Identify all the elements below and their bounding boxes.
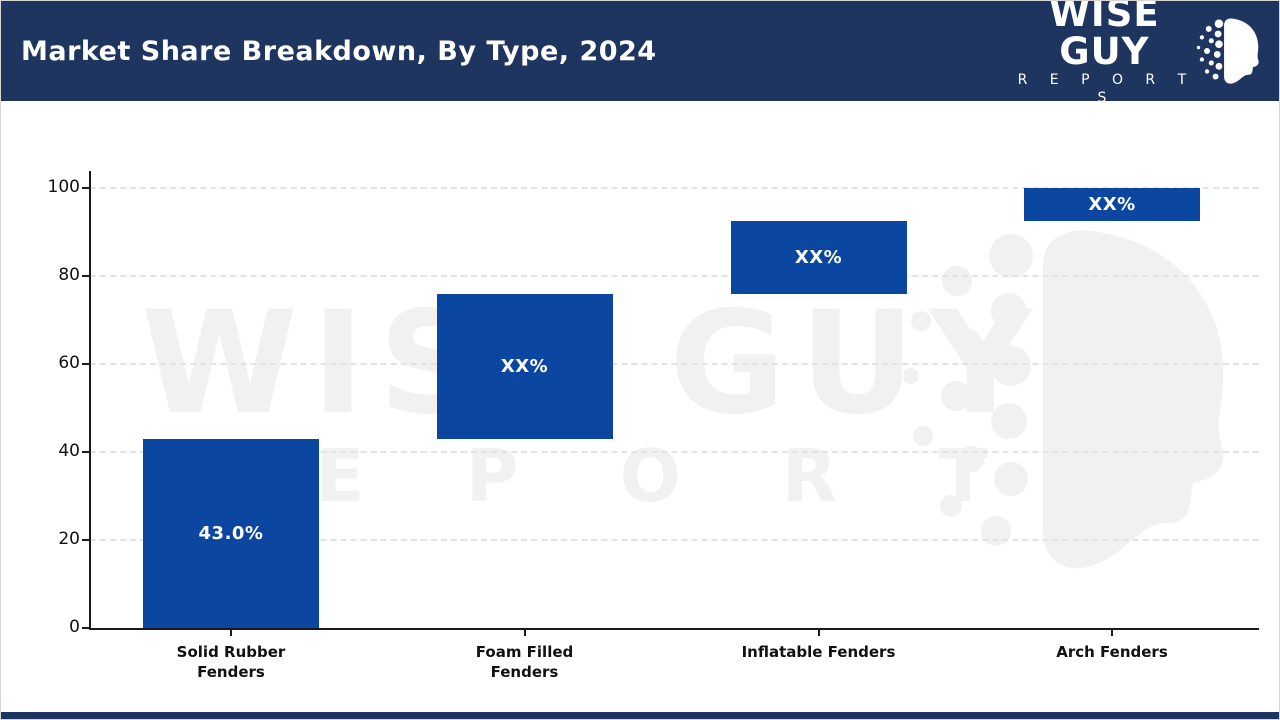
bar-value-label: XX% [1088, 194, 1136, 215]
y-tick-mark [82, 275, 90, 277]
y-tick-label: 100 [47, 177, 80, 197]
y-tick-label: 80 [58, 265, 80, 285]
y-tick-label: 40 [58, 441, 80, 461]
y-tick-mark [82, 627, 90, 629]
wise-guy-reports-logo: WISE GUY R E P O R T S [1013, 1, 1263, 106]
bar: XX% [730, 221, 907, 294]
watermark-head-icon [903, 230, 1224, 569]
y-axis [89, 171, 91, 629]
bar: XX% [436, 293, 613, 439]
y-tick-mark [82, 363, 90, 365]
gridline [90, 539, 1259, 541]
bar: XX% [1024, 188, 1200, 221]
logo-text: WISE GUY R E P O R T S [1013, 0, 1196, 107]
footer-bar [1, 712, 1279, 719]
logo-head-icon [1196, 18, 1259, 84]
y-tick-label: 20 [58, 529, 80, 549]
x-axis-label: Solid Rubber Fenders [176, 643, 286, 681]
page-title: Market Share Breakdown, By Type, 2024 [21, 35, 657, 67]
gridline [90, 275, 1259, 277]
y-tick-mark [82, 187, 90, 189]
y-tick-label: 0 [69, 617, 80, 637]
bar-value-label: XX% [500, 355, 549, 377]
bar: 43.0% [143, 438, 319, 628]
x-axis [89, 628, 1259, 630]
x-tick-mark [523, 630, 526, 636]
header-band: Market Share Breakdown, By Type, 2024 WI… [1, 1, 1279, 106]
y-tick-mark [82, 539, 90, 541]
x-tick-mark [1111, 630, 1113, 636]
x-tick-mark [817, 630, 820, 636]
bar-value-label: 43.0% [198, 522, 264, 544]
y-tick-label: 60 [58, 353, 80, 373]
gridline [90, 451, 1259, 453]
x-tick-mark [230, 630, 232, 636]
bar-value-label: XX% [794, 246, 843, 268]
logo-wordmark: WISE GUY [1049, 0, 1160, 73]
y-tick-mark [82, 451, 90, 453]
logo-subtitle: R E P O R T S [1017, 72, 1196, 106]
x-axis-label: Inflatable Fenders [741, 643, 896, 661]
x-axis-label: Foam Filled Fenders [475, 643, 574, 681]
x-axis-label: Arch Fenders [1056, 643, 1168, 661]
waterfall-chart: 0 20 40 60 80 100 43.0% Solid Rubber Fenders XX% F… [1, 101, 1279, 713]
gridline [90, 187, 1259, 189]
gridline [90, 363, 1259, 365]
